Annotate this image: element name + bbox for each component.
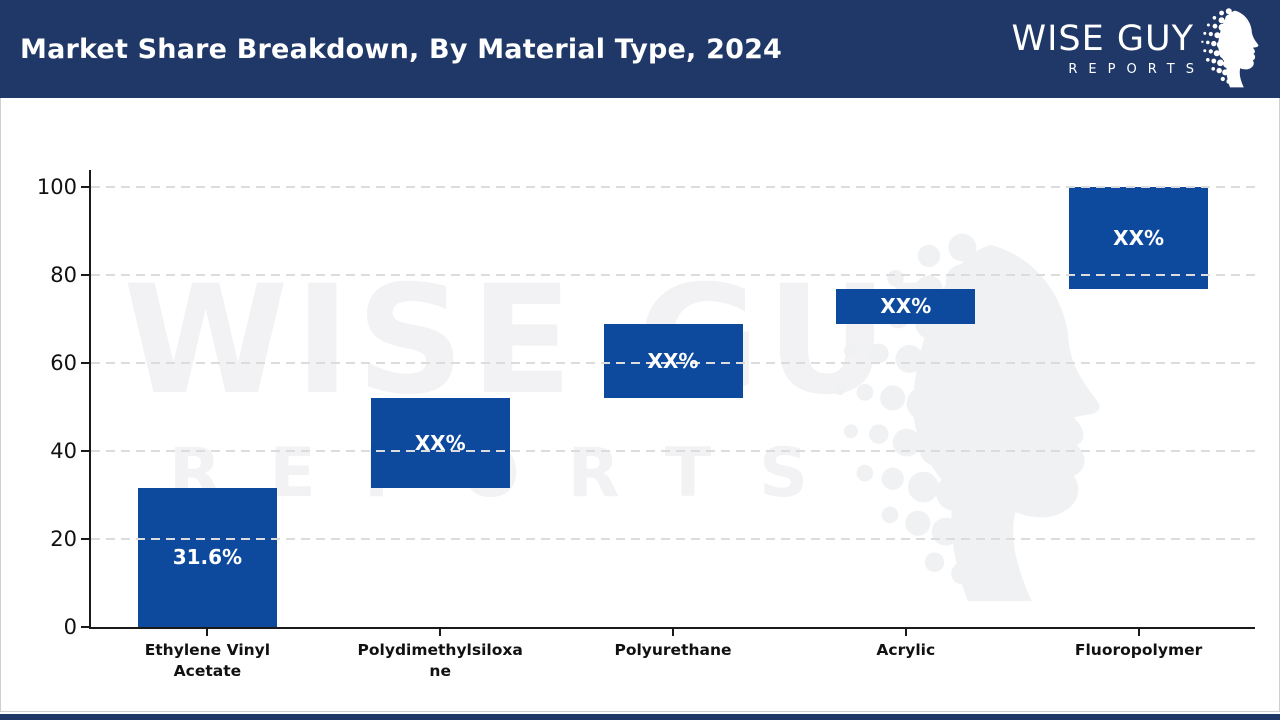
y-tick-mark [81, 538, 89, 540]
brand-logo: WISE GUY REPORTS [1011, 7, 1266, 91]
y-tick-label: 40 [50, 439, 77, 463]
category-label-ethylene-vinyl-acetate: Ethylene Vinyl Acetate [144, 641, 271, 680]
y-tick-mark [81, 186, 89, 188]
gridline-20 [91, 538, 1255, 540]
y-tick-label: 100 [36, 175, 77, 199]
x-tick-mark [439, 629, 442, 636]
gridline-80 [91, 274, 1255, 276]
footer-bar [0, 714, 1280, 720]
footer-gap [0, 712, 1280, 714]
y-tick-mark [81, 274, 89, 276]
y-axis-line [89, 170, 91, 627]
x-tick-mark [904, 629, 907, 636]
bar-fluoropolymer [1069, 187, 1209, 289]
bar-value-label: 31.6% [172, 545, 243, 570]
bar-acrylic [836, 288, 976, 324]
y-tick-mark [81, 626, 89, 628]
y-tick-label: 60 [50, 351, 77, 375]
bar-value-label: XX% [880, 294, 932, 319]
bar-polydimethylsiloxane [370, 398, 510, 488]
x-tick-mark [206, 629, 209, 636]
gridline-60 [91, 362, 1255, 364]
y-tick-label: 80 [50, 263, 77, 287]
bar-value-label: XX% [1113, 225, 1165, 250]
face-dots-icon [1201, 8, 1259, 88]
x-tick-mark [672, 629, 674, 636]
bar-polyurethane [603, 323, 743, 399]
y-tick-label: 0 [63, 615, 77, 639]
brand-name: WISE GUY [1011, 19, 1194, 59]
y-tick-mark [81, 362, 89, 364]
page-title: Market Share Breakdown, By Material Type… [20, 33, 783, 65]
chart-area: WISE GUY REPORTS 31.6% XX% XX% XX% XX% 0 20 40… [0, 98, 1280, 712]
y-tick-label: 20 [50, 527, 77, 551]
plot: 31.6% XX% XX% XX% XX% [91, 186, 1255, 627]
gridline-40 [91, 450, 1255, 452]
category-label-acrylic: Acrylic [876, 641, 936, 659]
category-label-polyurethane: Polyurethane [614, 641, 732, 659]
bar-value-label: XX% [414, 431, 466, 456]
header: Market Share Breakdown, By Material Type… [0, 0, 1280, 98]
x-tick-mark [1137, 629, 1140, 636]
x-axis-line [89, 627, 1255, 629]
brand-subtitle: REPORTS [1068, 62, 1205, 77]
bar-value-label: XX% [647, 349, 699, 374]
category-label-fluoropolymer: Fluoropolymer [1074, 641, 1203, 659]
category-label-polydimethylsiloxane: Polydimethylsiloxa ne [357, 641, 523, 680]
y-tick-mark [81, 450, 89, 452]
gridline-100 [91, 186, 1255, 188]
bar-ethylene-vinyl-acetate [137, 487, 277, 627]
